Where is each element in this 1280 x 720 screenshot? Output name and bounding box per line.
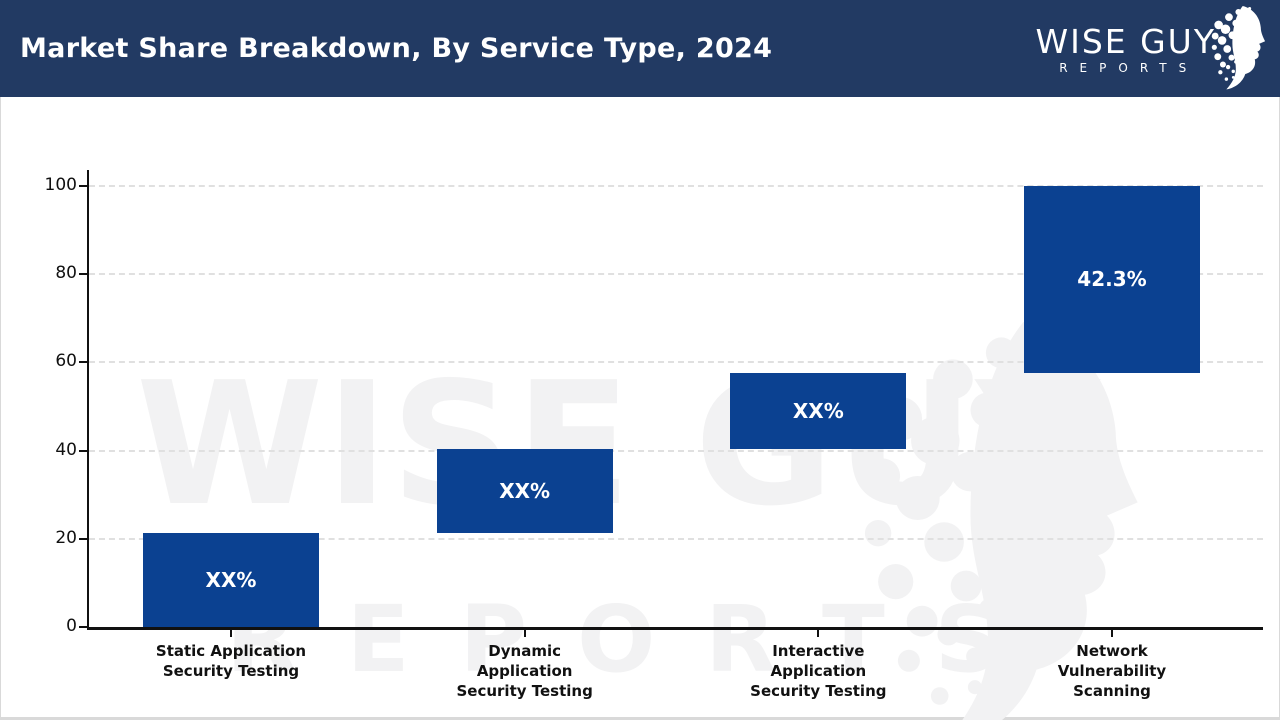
x-category-label: Dynamic Application Security Testing	[456, 642, 593, 700]
y-tick-mark	[79, 273, 87, 276]
bar-segment: XX%	[143, 532, 319, 627]
y-tick-mark	[79, 626, 87, 628]
bar-value-label: XX%	[205, 567, 257, 592]
x-tick-mark	[230, 630, 232, 637]
gridline-20	[89, 537, 1263, 540]
y-axis-spine	[87, 170, 89, 629]
header-bar: Market Share Breakdown, By Service Type,…	[0, 0, 1280, 97]
y-tick-mark	[79, 537, 87, 540]
y-tick-label: 60	[55, 351, 77, 372]
bar-segment: XX%	[436, 449, 613, 533]
x-tick-mark	[523, 630, 526, 637]
bar-value-label: 42.3%	[1077, 267, 1147, 292]
wise-guy-reports-logo: WISE GUY REPORTS	[1035, 6, 1272, 92]
logo-brand-subtitle: REPORTS	[1059, 60, 1199, 75]
watermark-brand-subtitle: REPORTS	[225, 586, 1052, 693]
logo-text-block: WISE GUY REPORTS	[1035, 25, 1216, 74]
y-tick-label: 80	[55, 263, 77, 284]
gridline-100	[89, 185, 1263, 187]
plot-area: 0 20 40 60 80 100 XX% Static Application Securit…	[45, 170, 1263, 700]
bar-value-label: XX%	[499, 478, 551, 503]
x-category-label: Network Vulnerability Scanning	[1057, 642, 1167, 700]
page-title: Market Share Breakdown, By Service Type,…	[20, 33, 773, 64]
x-tick-mark	[1111, 630, 1113, 637]
y-tick-mark	[79, 361, 87, 364]
gridline-40	[89, 449, 1263, 452]
x-tick-mark	[817, 630, 820, 637]
y-tick-label: 20	[55, 527, 77, 548]
bar-segment: XX%	[730, 372, 907, 450]
y-tick-label: 100	[44, 175, 77, 195]
y-tick-mark	[79, 185, 87, 187]
x-category-label: Interactive Application Security Testing	[750, 642, 887, 700]
logo-brand-name: WISE GUY	[1035, 21, 1216, 61]
bar-segment: 42.3%	[1024, 186, 1200, 373]
x-category-label: Static Application Security Testing	[155, 642, 307, 680]
gridline-80	[89, 273, 1263, 276]
y-tick-label: 40	[55, 439, 77, 460]
y-tick-mark	[79, 449, 87, 452]
gridline-60	[89, 361, 1263, 364]
bar-value-label: XX%	[792, 398, 844, 423]
watermark-logo: WISE GUY REPORTS	[131, 302, 1191, 686]
x-axis-spine	[87, 627, 1263, 630]
dotted-face-profile-icon	[1210, 6, 1272, 92]
chart-canvas: WISE GUY REPORTS 0 20 40 60 80 100 XX% Static A…	[0, 97, 1280, 720]
y-tick-label: 0	[66, 616, 77, 636]
